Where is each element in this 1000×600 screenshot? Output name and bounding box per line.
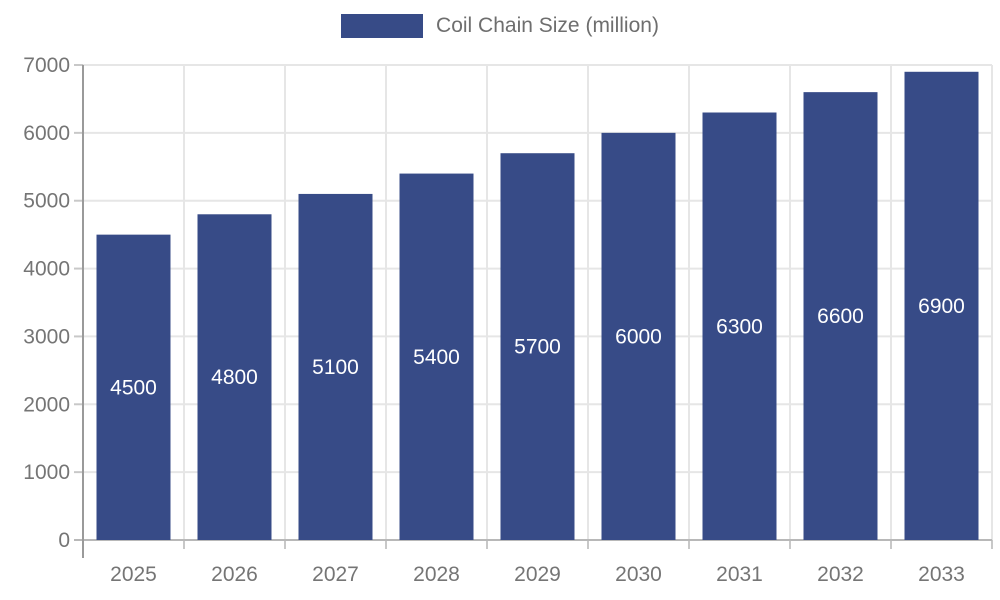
y-tick-label: 2000 <box>23 393 70 416</box>
x-tick-label: 2025 <box>110 563 157 586</box>
y-tick-label: 4000 <box>23 258 70 281</box>
x-tick-label: 2026 <box>211 563 258 586</box>
bar-value-label: 5400 <box>413 346 460 369</box>
bar-value-label: 6000 <box>615 325 662 348</box>
bar <box>803 92 878 541</box>
x-tick-label: 2027 <box>312 563 359 586</box>
y-tick-label: 6000 <box>23 122 70 145</box>
bar-value-label: 4500 <box>110 376 157 399</box>
x-tick-label: 2032 <box>817 563 864 586</box>
x-tick-label: 2029 <box>514 563 561 586</box>
bar-value-label: 6900 <box>918 295 965 318</box>
x-tick-label: 2028 <box>413 563 460 586</box>
y-tick-label: 7000 <box>23 54 70 77</box>
bar-value-label: 5700 <box>514 336 561 359</box>
bar-value-label: 6600 <box>817 305 864 328</box>
bar <box>96 234 171 540</box>
y-tick-label: 1000 <box>23 461 70 484</box>
bar-value-label: 6300 <box>716 315 763 338</box>
y-tick-label: 0 <box>58 529 70 552</box>
bar-value-label: 5100 <box>312 356 359 379</box>
x-tick-label: 2031 <box>716 563 763 586</box>
x-tick-label: 2030 <box>615 563 662 586</box>
bar <box>399 173 474 541</box>
bar-value-label: 4800 <box>211 366 258 389</box>
bar <box>500 153 575 540</box>
bar <box>702 112 777 540</box>
y-tick-label: 3000 <box>23 325 70 348</box>
legend-item[interactable]: Coil Chain Size (million) <box>0 14 1000 38</box>
bar <box>601 132 676 540</box>
bar <box>298 193 373 540</box>
bar <box>904 71 979 541</box>
legend-label: Coil Chain Size (million) <box>436 14 659 37</box>
y-tick-label: 5000 <box>23 190 70 213</box>
x-tick-label: 2033 <box>918 563 965 586</box>
bar <box>197 214 272 541</box>
legend-swatch <box>341 14 424 38</box>
